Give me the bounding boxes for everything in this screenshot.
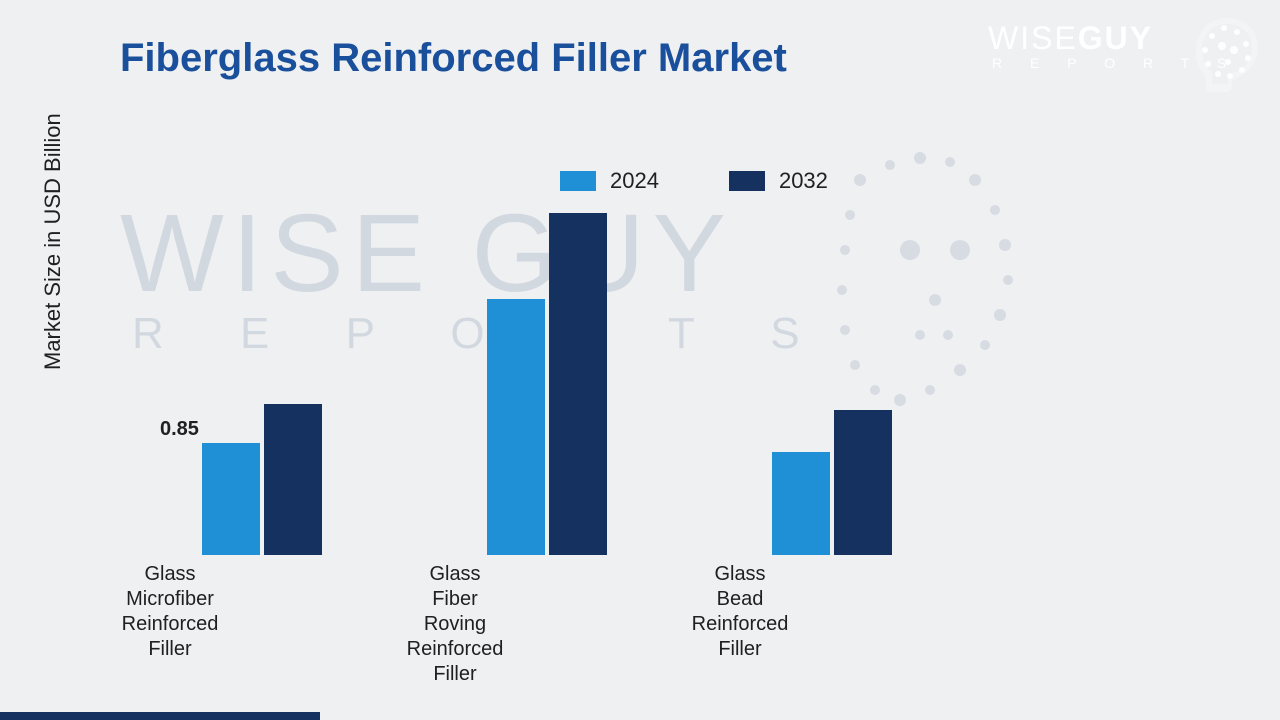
chart-legend: 2024 2032	[560, 168, 828, 194]
x-axis-category-label: GlassFiberRovingReinforcedFiller	[365, 562, 545, 687]
bar-value-label: 0.85	[160, 418, 199, 441]
legend-item-2024: 2024	[560, 168, 659, 194]
x-axis-category-label: GlassMicrofiberReinforcedFiller	[80, 562, 260, 662]
page-title: Fiberglass Reinforced Filler Market	[120, 36, 787, 81]
brand-logo: WISEGUY R E P O R T S	[988, 20, 1256, 71]
bar-s2024	[202, 443, 260, 555]
legend-swatch-2024	[560, 171, 596, 191]
bar-s2024	[772, 452, 830, 555]
logo-head-icon	[1192, 16, 1262, 96]
bottom-accent-bar	[0, 712, 320, 720]
legend-item-2032: 2032	[729, 168, 828, 194]
y-axis-label: Market Size in USD Billion	[40, 113, 66, 370]
bar-s2032	[264, 404, 322, 555]
bar-s2032	[834, 410, 892, 555]
legend-swatch-2032	[729, 171, 765, 191]
bar-s2024	[487, 299, 545, 555]
chart-plot-area: 0.85	[120, 200, 940, 555]
x-axis-category-label: GlassBeadReinforcedFiller	[650, 562, 830, 662]
legend-label-2032: 2032	[779, 168, 828, 194]
bar-s2032	[549, 213, 607, 555]
brand-word-wise: WISE	[988, 20, 1078, 56]
legend-label-2024: 2024	[610, 168, 659, 194]
brand-word-guy: GUY	[1078, 20, 1153, 56]
